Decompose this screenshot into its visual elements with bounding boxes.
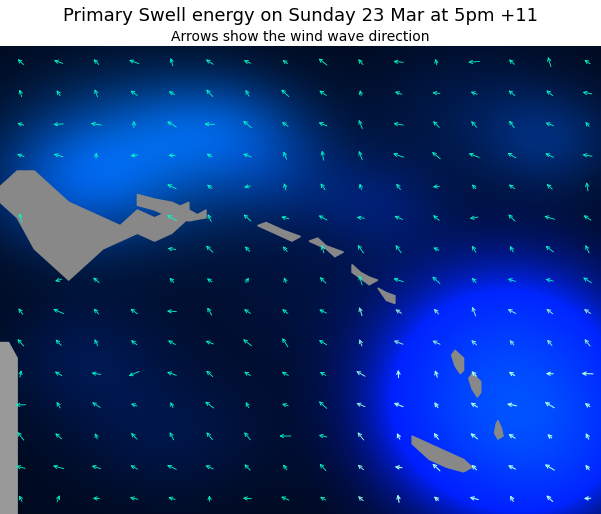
Polygon shape [451,351,463,374]
Text: Primary Swell energy on Sunday 23 Mar at 5pm +11: Primary Swell energy on Sunday 23 Mar at… [63,7,538,25]
Polygon shape [495,420,503,439]
Polygon shape [258,223,300,241]
Polygon shape [138,194,206,221]
Polygon shape [0,342,17,514]
Polygon shape [0,171,189,280]
Polygon shape [352,265,378,285]
Polygon shape [412,436,472,472]
Polygon shape [469,374,481,397]
Polygon shape [378,288,395,303]
Polygon shape [309,238,343,256]
Text: Arrows show the wind wave direction: Arrows show the wind wave direction [171,30,430,44]
